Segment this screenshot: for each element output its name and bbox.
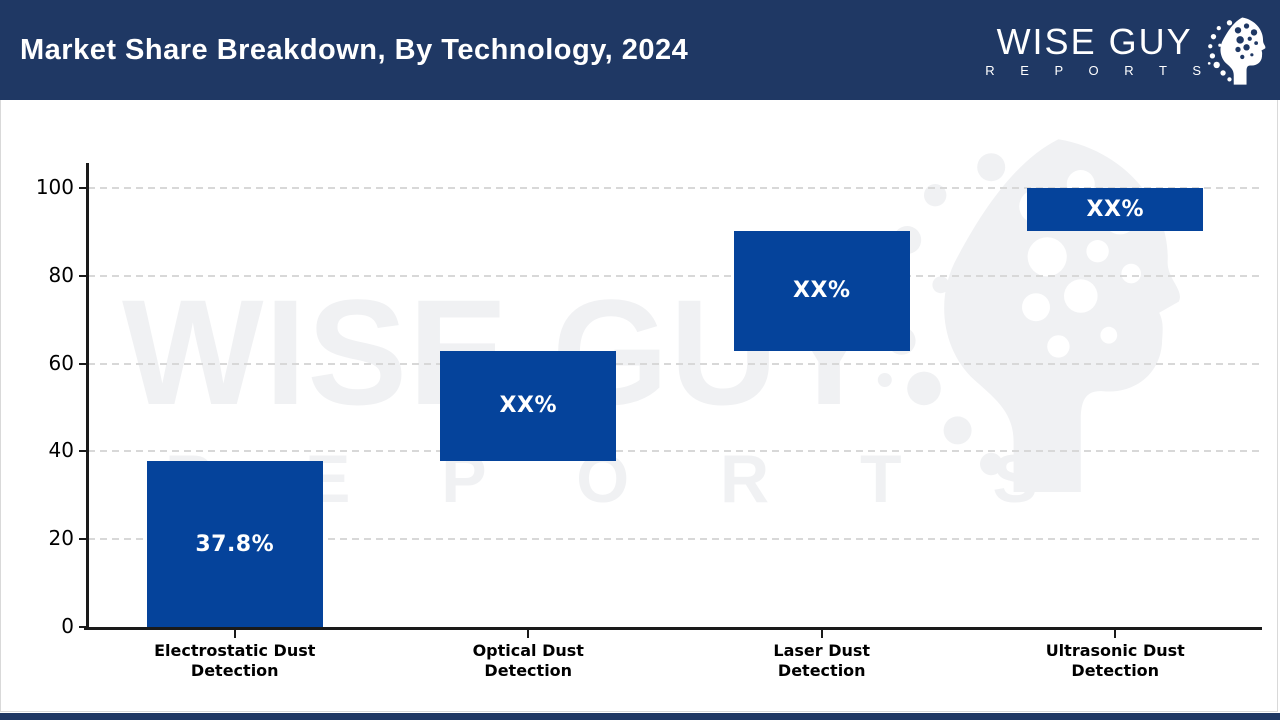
x-axis-label: Ultrasonic Dust Detection <box>1045 641 1185 680</box>
x-tick-mark <box>527 630 530 638</box>
y-tick-mark <box>79 626 88 628</box>
header-bar: Market Share Breakdown, By Technology, 2… <box>0 0 1280 100</box>
y-tick-label: 40 <box>48 438 74 463</box>
bar-chart: 0 20 40 60 80 100 37.8% Electrostatic Dust Dete… <box>0 100 1280 713</box>
page-title: Market Share Breakdown, By Technology, 2… <box>20 33 689 66</box>
bar: 37.8% <box>146 461 323 627</box>
gridline <box>88 450 1262 453</box>
y-axis-line <box>86 163 89 630</box>
y-tick-label: 100 <box>35 175 74 199</box>
x-tick-mark <box>820 630 823 638</box>
bar: XX% <box>1027 188 1204 232</box>
x-axis-line <box>84 627 1262 630</box>
footer-bar <box>0 713 1280 720</box>
y-tick-label: 20 <box>48 526 74 551</box>
logo-wordmark: WISE GUY <box>996 20 1193 62</box>
x-axis-label: Optical Dust Detection <box>472 641 584 680</box>
x-axis-label: Laser Dust Detection <box>773 641 871 680</box>
y-tick-label: 80 <box>48 262 74 287</box>
logo-face-icon <box>1206 10 1270 90</box>
x-tick-mark <box>233 630 236 638</box>
bar: XX% <box>440 350 617 462</box>
gridline <box>88 274 1262 277</box>
bar: XX% <box>733 231 910 351</box>
logo-subtitle: R E P O R T S <box>985 62 1212 78</box>
wise-guy-reports-logo: WISE GUY R E P O R T S <box>985 6 1270 94</box>
logo-text: WISE GUY R E P O R T S <box>977 20 1212 78</box>
bar-value-label: XX% <box>793 278 851 304</box>
y-tick-mark <box>79 362 88 365</box>
gridline <box>88 362 1262 365</box>
gridline <box>88 187 1262 189</box>
gridline <box>88 538 1262 541</box>
bar-value-label: XX% <box>1086 197 1144 222</box>
y-tick-label: 0 <box>61 614 74 638</box>
bar-value-label: 37.8% <box>195 531 275 557</box>
y-tick-mark <box>79 450 88 453</box>
y-tick-mark <box>79 187 88 189</box>
y-tick-label: 60 <box>48 350 74 375</box>
x-tick-mark <box>1114 630 1117 638</box>
bar-value-label: XX% <box>499 393 557 419</box>
x-axis-label: Electrostatic Dust Detection <box>154 641 316 680</box>
y-tick-mark <box>79 274 88 277</box>
y-tick-mark <box>79 538 88 541</box>
